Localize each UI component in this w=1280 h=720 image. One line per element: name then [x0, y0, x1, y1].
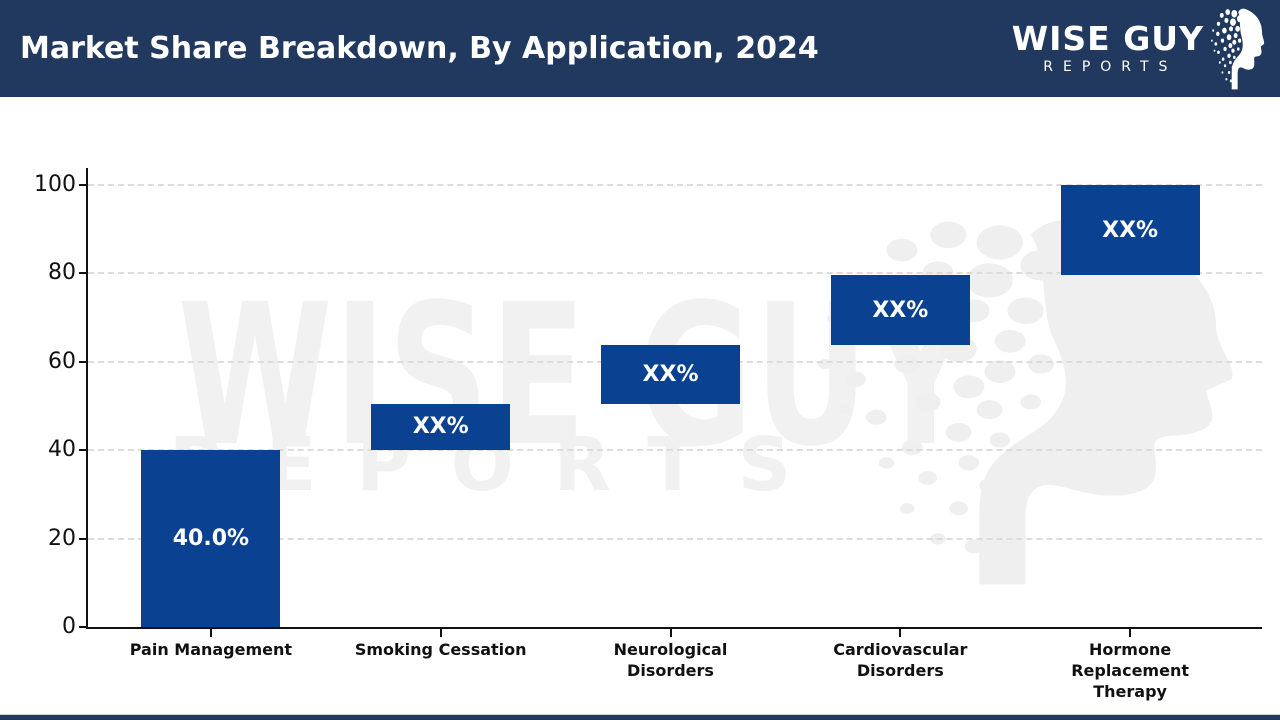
waterfall-bar: XX%: [830, 275, 970, 346]
y-axis-tick-label: 80: [48, 260, 76, 286]
waterfall-bar: 40.0%: [141, 450, 281, 627]
y-axis-tick-label: 0: [62, 614, 76, 639]
footer-bar: [0, 714, 1280, 720]
logo-wordmark-main: WISE GUY: [1011, 19, 1204, 58]
x-axis-category-label: Pain Management: [129, 640, 293, 659]
gridline: [88, 449, 1262, 452]
x-axis-tickmark: [209, 629, 212, 637]
y-axis-tickmark: [79, 184, 88, 186]
logo-wordmark-sub: REPORTS: [1043, 59, 1178, 75]
page-title: Market Share Breakdown, By Application, …: [20, 31, 819, 66]
waterfall-bar: XX%: [371, 403, 511, 451]
bar-value-label: XX%: [412, 414, 469, 440]
x-axis-tickmark: [439, 629, 442, 637]
x-axis-tickmark: [1129, 629, 1132, 637]
waterfall-bar: XX%: [1060, 185, 1200, 276]
y-axis-tickmark: [79, 360, 88, 363]
x-axis-category-label: Hormone Replacement Therapy: [1071, 640, 1189, 701]
waterfall-bar: XX%: [601, 345, 740, 404]
y-axis-tick-label: 40: [48, 437, 76, 463]
x-axis-category-label: Smoking Cessation: [354, 640, 527, 659]
y-axis-tickmark: [79, 626, 88, 628]
x-axis-tickmark: [899, 629, 902, 637]
y-axis-tick-label: 100: [34, 172, 76, 197]
logo-face-icon: [1200, 7, 1266, 91]
y-axis-tick-label: 60: [48, 348, 76, 374]
x-axis-category-label: Cardiovascular Disorders: [833, 640, 968, 680]
y-axis-tickmark: [79, 449, 88, 452]
y-axis-tickmark: [79, 537, 88, 540]
bar-value-label: XX%: [872, 297, 929, 323]
x-axis-category-label: Neurological Disorders: [613, 640, 728, 680]
bar-value-label: XX%: [642, 362, 699, 388]
header-bar: Market Share Breakdown, By Application, …: [0, 0, 1280, 97]
bar-value-label: XX%: [1102, 217, 1159, 243]
y-axis-tickmark: [79, 272, 88, 275]
y-axis-line: [86, 168, 88, 629]
y-axis-tick-label: 20: [48, 525, 76, 551]
gridline: [88, 184, 1262, 186]
logo-wordmark: WISE GUY REPORTS: [1012, 22, 1204, 75]
gridline: [88, 272, 1262, 275]
bar-value-label: 40.0%: [172, 526, 250, 552]
brand-logo: WISE GUY REPORTS: [1012, 7, 1266, 91]
x-axis-tickmark: [669, 629, 672, 637]
x-axis-line: [86, 627, 1262, 629]
gridline: [88, 537, 1262, 540]
